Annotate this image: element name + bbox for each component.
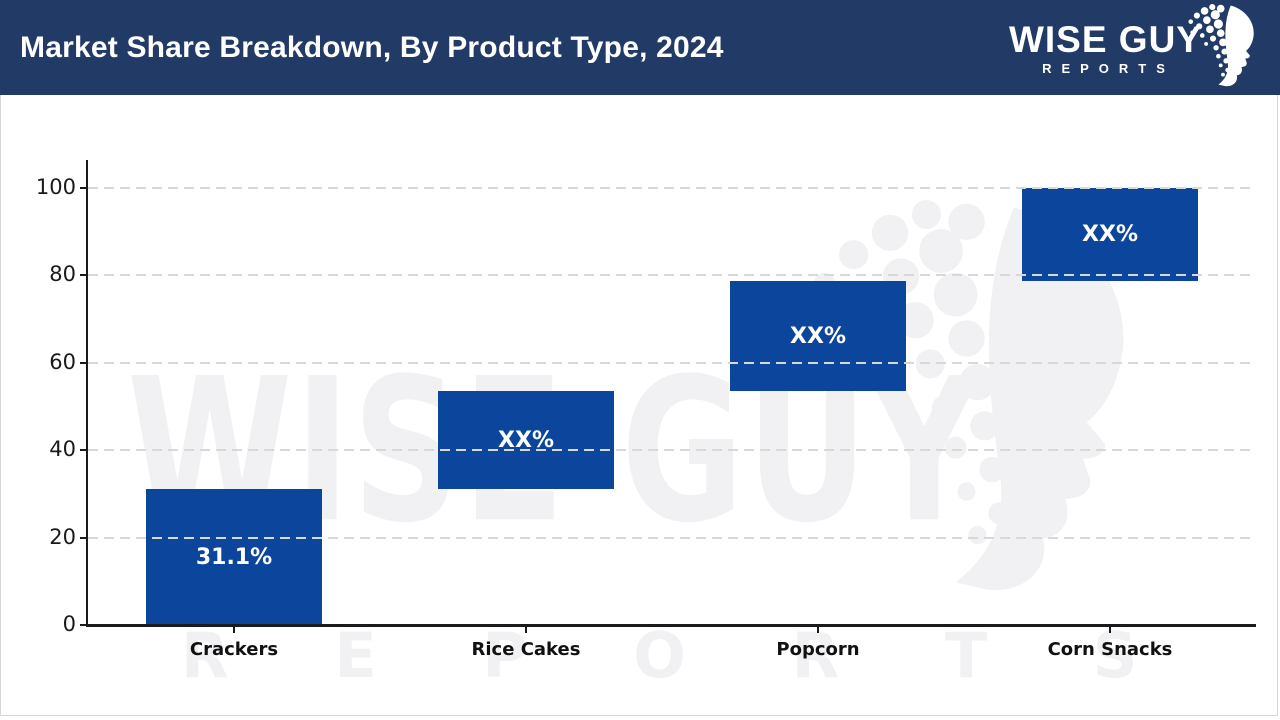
- x-axis-tick: [817, 627, 819, 633]
- h-gridline: [88, 536, 1256, 539]
- bar-crackers: 31.1%: [146, 489, 322, 625]
- y-axis-tick: [80, 274, 87, 277]
- x-axis-tick: [525, 627, 527, 633]
- bar-value-label: XX%: [1082, 222, 1138, 248]
- bar-value-label: XX%: [790, 323, 846, 349]
- y-axis-tick: [80, 449, 87, 452]
- bar-value-label: 31.1%: [195, 544, 273, 570]
- logo-name: WISE GUY: [1008, 18, 1202, 60]
- y-axis: [86, 160, 88, 627]
- y-axis-tick: [80, 624, 87, 626]
- y-tick-label: 0: [62, 612, 76, 636]
- logo-wordmark: WISE GUY REPORTS: [1009, 21, 1202, 75]
- brand-logo: WISE GUY REPORTS: [1009, 6, 1262, 90]
- wiseguy-face-icon: [1184, 4, 1262, 90]
- h-gridline: [88, 361, 1256, 364]
- y-tick-label: 100: [35, 175, 76, 199]
- x-tick-label: Rice Cakes: [471, 639, 581, 660]
- bar-corn-snacks: XX%: [1022, 188, 1198, 282]
- x-tick-label: Popcorn: [776, 639, 860, 660]
- y-tick-label: 40: [49, 437, 76, 462]
- y-axis-tick: [80, 187, 87, 189]
- bar-popcorn: XX%: [730, 281, 906, 392]
- chart-title: Market Share Breakdown, By Product Type,…: [20, 30, 724, 64]
- bar-rice-cakes: XX%: [438, 391, 614, 490]
- x-axis-tick: [1109, 627, 1111, 633]
- x-tick-label: Corn Snacks: [1047, 639, 1173, 660]
- h-gridline: [88, 274, 1256, 277]
- h-gridline: [88, 187, 1256, 189]
- y-axis-tick: [80, 361, 87, 364]
- logo-subtext: REPORTS: [1042, 60, 1175, 76]
- y-tick-label: 80: [49, 262, 76, 287]
- x-axis: [86, 624, 1256, 627]
- h-gridline: [88, 449, 1256, 452]
- x-axis-tick: [233, 627, 235, 633]
- header-bar: Market Share Breakdown, By Product Type,…: [0, 0, 1280, 95]
- x-tick-label: Crackers: [189, 639, 279, 660]
- y-tick-label: 20: [49, 524, 76, 549]
- y-tick-label: 60: [49, 349, 76, 374]
- bar-value-label: XX%: [498, 427, 554, 453]
- watermark-subtext: R E P O R T S: [181, 619, 1180, 692]
- y-axis-tick: [80, 536, 87, 539]
